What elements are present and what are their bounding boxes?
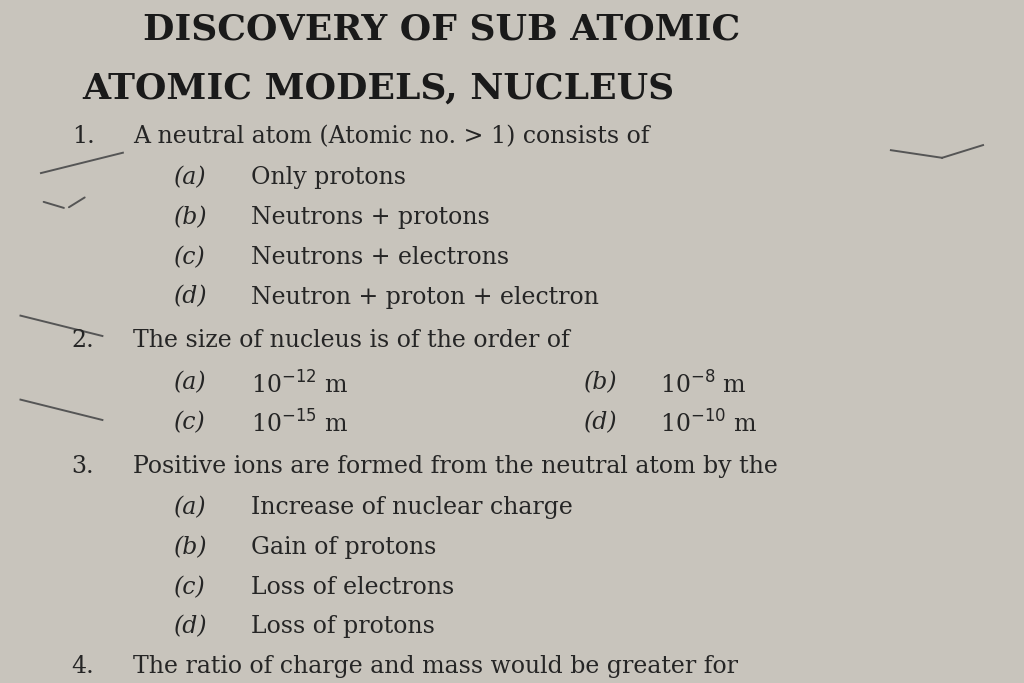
Text: Loss of electrons: Loss of electrons [251,576,454,599]
Text: ATOMIC MODELS, NUCLEUS: ATOMIC MODELS, NUCLEUS [82,71,674,105]
Text: Neutrons + protons: Neutrons + protons [251,206,489,229]
Text: 2.: 2. [72,329,94,352]
Text: The ratio of charge and mass would be greater for: The ratio of charge and mass would be gr… [133,655,738,678]
Text: (c): (c) [174,576,206,599]
Text: Gain of protons: Gain of protons [251,536,436,559]
Text: (d): (d) [174,285,208,309]
Text: DISCOVERY OF SUB ATOMIC: DISCOVERY OF SUB ATOMIC [143,13,740,46]
Text: 10$^{-8}$ m: 10$^{-8}$ m [660,371,748,398]
Text: 10$^{-12}$ m: 10$^{-12}$ m [251,371,348,398]
Text: Only protons: Only protons [251,167,406,189]
Text: Positive ions are formed from the neutral atom by the: Positive ions are formed from the neutra… [133,455,778,477]
Text: (d): (d) [584,410,617,434]
Text: (b): (b) [584,371,617,394]
Text: 10$^{-15}$ m: 10$^{-15}$ m [251,410,348,438]
Text: Increase of nuclear charge: Increase of nuclear charge [251,497,572,519]
Text: (a): (a) [174,497,207,519]
Text: 4.: 4. [72,655,94,678]
Text: (a): (a) [174,167,207,189]
Text: 1.: 1. [72,125,94,148]
Text: Neutron + proton + electron: Neutron + proton + electron [251,285,599,309]
Text: (b): (b) [174,206,208,229]
Text: 10$^{-10}$ m: 10$^{-10}$ m [660,410,758,438]
Text: A neutral atom (Atomic no. > 1) consists of: A neutral atom (Atomic no. > 1) consists… [133,125,649,148]
Text: (c): (c) [174,246,206,269]
Text: Loss of protons: Loss of protons [251,615,435,639]
Text: The size of nucleus is of the order of: The size of nucleus is of the order of [133,329,570,352]
Text: (c): (c) [174,410,206,434]
Text: (a): (a) [174,371,207,394]
Text: 3.: 3. [72,455,94,477]
Text: Neutrons + electrons: Neutrons + electrons [251,246,509,269]
Text: (b): (b) [174,536,208,559]
Text: (d): (d) [174,615,208,639]
